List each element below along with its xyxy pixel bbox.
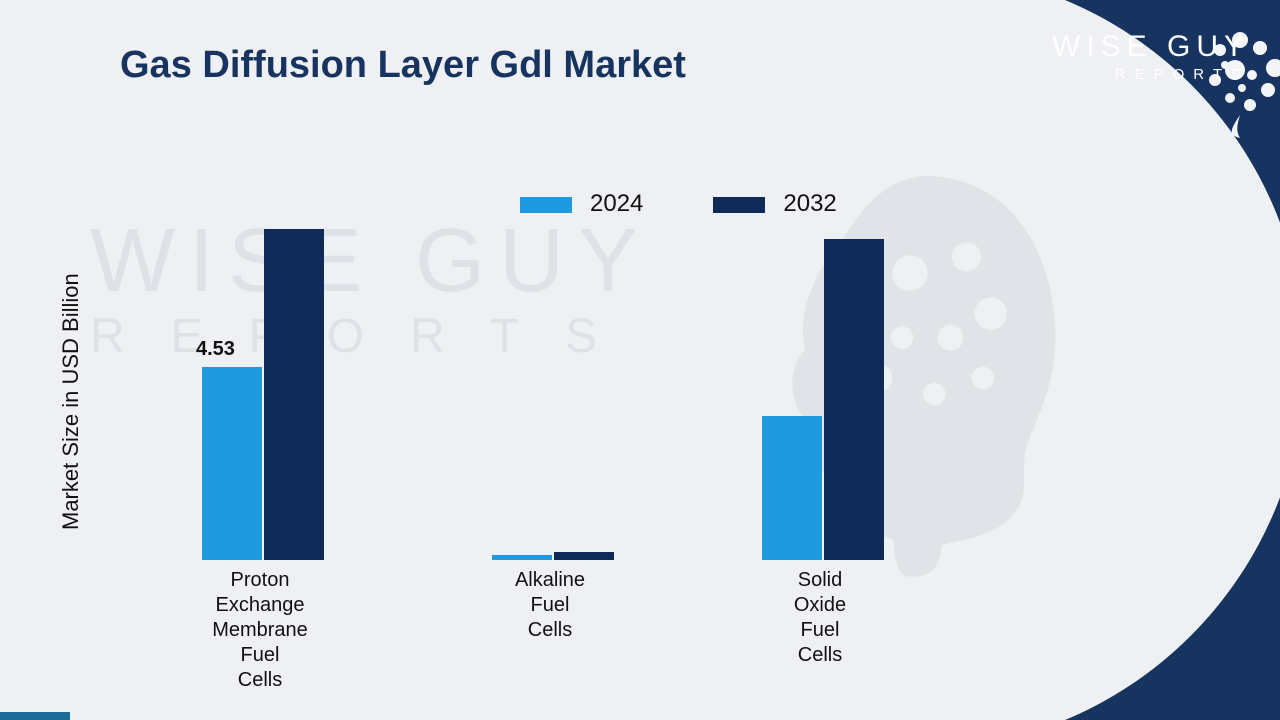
bottom-accent-bar	[0, 712, 70, 720]
legend: 2024 2032	[520, 190, 837, 218]
brand-line1: WISE GUY	[1052, 30, 1250, 64]
legend-label-2032: 2032	[783, 190, 836, 217]
chart-title: Gas Diffusion Layer Gdl Market	[120, 44, 686, 87]
x-tick-label: AlkalineFuelCells	[470, 568, 630, 643]
bar-2032	[264, 229, 324, 561]
brand-logo: WISE GUY REPORTS	[1052, 30, 1250, 83]
y-axis-label: Market Size in USD Billion	[58, 273, 84, 530]
bar-2024	[202, 367, 262, 560]
bar-2032	[554, 552, 614, 561]
legend-swatch-2024	[520, 197, 572, 213]
bar-2024	[762, 416, 822, 561]
bar-value-label: 4.53	[196, 338, 235, 361]
plot-area: 4.53	[160, 220, 930, 560]
stage: WISE GUY REPORTS Gas Diffusion Layer Gdl…	[0, 0, 1280, 720]
legend-swatch-2032	[713, 197, 765, 213]
legend-label-2024: 2024	[590, 190, 643, 217]
bar-2032	[824, 239, 884, 560]
x-tick-label: SolidOxideFuelCells	[740, 568, 900, 668]
bar-2024	[492, 555, 552, 560]
legend-item-2024: 2024	[520, 190, 643, 218]
x-tick-label: ProtonExchangeMembraneFuelCells	[180, 568, 340, 693]
brand-line2: REPORTS	[1052, 66, 1250, 83]
legend-item-2032: 2032	[713, 190, 836, 218]
